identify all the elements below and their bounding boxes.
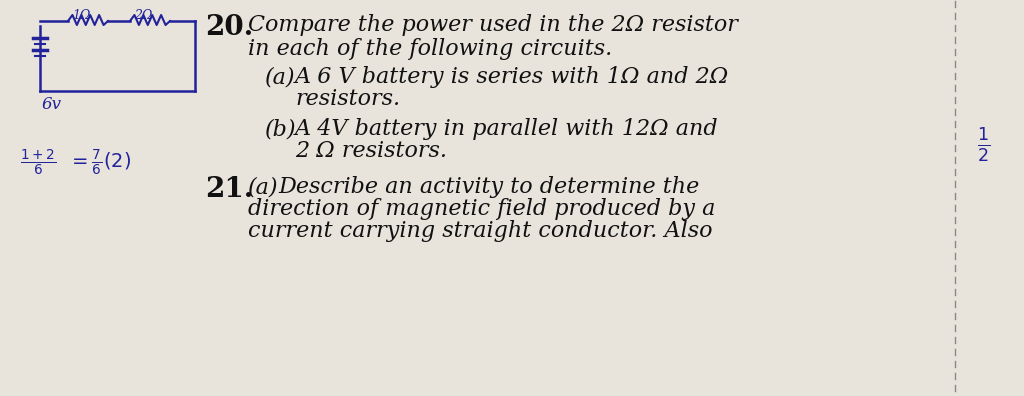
Text: in each of the following circuits.: in each of the following circuits. [248,38,612,60]
Text: Compare the power used in the 2Ω resistor: Compare the power used in the 2Ω resisto… [248,14,738,36]
Text: 21.: 21. [205,176,253,203]
Text: direction of magnetic field produced by a: direction of magnetic field produced by … [248,198,716,220]
Text: $= \frac{7}{6}(2)$: $= \frac{7}{6}(2)$ [68,148,131,178]
Text: (b): (b) [265,118,297,140]
Text: resistors.: resistors. [295,88,400,110]
Text: 2 Ω resistors.: 2 Ω resistors. [295,140,447,162]
Text: 20.: 20. [205,14,253,41]
Text: A 6 V battery is series with 1Ω and 2Ω: A 6 V battery is series with 1Ω and 2Ω [295,66,729,88]
Text: current carrying straight conductor. Also: current carrying straight conductor. Als… [248,220,713,242]
Text: $\frac{1+2}{6}$: $\frac{1+2}{6}$ [20,148,56,178]
Text: Describe an activity to determine the: Describe an activity to determine the [278,176,699,198]
Text: $\frac{1}{2}$: $\frac{1}{2}$ [977,126,990,164]
Text: (a): (a) [265,66,296,88]
Text: 6v: 6v [42,96,62,113]
Text: 2Ω: 2Ω [134,9,153,22]
Text: (a): (a) [248,176,279,198]
Text: A 4V battery in parallel with 12Ω and: A 4V battery in parallel with 12Ω and [295,118,719,140]
Text: 1Ω: 1Ω [72,9,90,22]
